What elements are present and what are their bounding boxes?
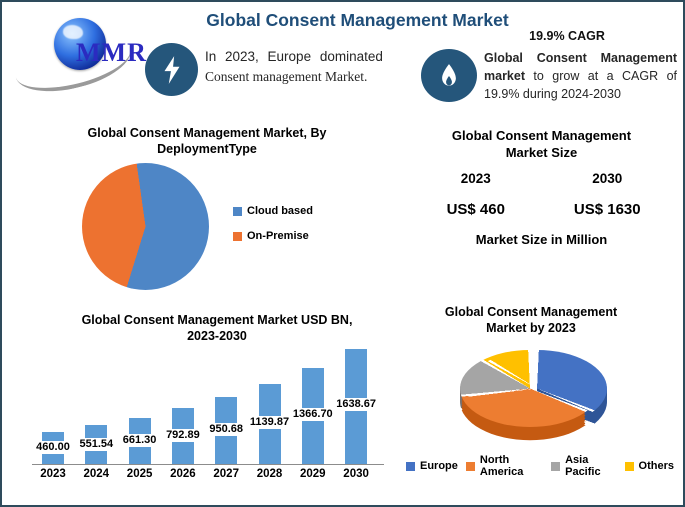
bar-cat: 2027	[213, 468, 239, 480]
legend-label-asia-pacific: Asia Pacific	[565, 454, 601, 478]
legend-swatch-on-premise	[233, 231, 242, 241]
highlight-line1: In 2023, Europe dominated	[205, 49, 383, 64]
region-pie-legend: Europe North America Asia Pacific Others	[406, 454, 674, 478]
cagr-label: 19.9% CAGR	[529, 29, 605, 43]
legend-item-asia-pacific: Asia Pacific	[551, 454, 616, 478]
year-start-label: 2023	[460, 170, 491, 186]
market-size-title-line1: Global Consent Management	[451, 128, 632, 143]
bar-label: 661.30	[121, 433, 158, 447]
bar-cat: 2030	[343, 468, 369, 480]
market-size-title: Global Consent Management Market Size	[410, 128, 673, 162]
market-size-footnote: Market Size in Million	[475, 231, 608, 247]
bar-plot: 460.00 2023 551.54 2024 661.30 2025 792.89 2026…	[32, 344, 384, 480]
bar-cat: 2025	[126, 468, 153, 480]
year-end-label: 2030	[592, 170, 623, 186]
legend-swatch-north-america	[465, 461, 475, 471]
legend-label-others: Others	[638, 460, 674, 472]
value-end: US$ 1630	[573, 200, 641, 218]
flame-icon	[421, 49, 477, 102]
legend-label-on-premise: On-Premise	[247, 230, 309, 242]
legend-item-north-america: North America	[465, 454, 543, 478]
region-pie-title: Global Consent Management Market by 2023	[402, 305, 660, 336]
region-pie-3d	[460, 350, 612, 441]
bar-label: 1366.70	[291, 407, 334, 422]
bar-cat: 2026	[170, 468, 196, 480]
bar-cat: 2029	[300, 468, 326, 480]
legend-label-north-america: North America	[479, 454, 524, 478]
market-size-title-line2: Market Size	[505, 144, 578, 160]
legend-swatch-asia-pacific	[551, 461, 561, 471]
legend-item-cloud-based: Cloud based	[233, 205, 313, 217]
bar-cat: 2024	[83, 468, 110, 480]
highlight-right-rest: to grow at a CAGR of 19.9% during 2024-2…	[484, 69, 677, 102]
bar-chart-title-line2: 2023-2030	[187, 328, 247, 343]
mmr-logo: MMR	[9, 12, 151, 102]
legend-label-europe: Europe	[420, 460, 458, 472]
legend-item-others: Others	[624, 454, 674, 478]
legend-swatch-cloud-based	[233, 206, 242, 216]
region-pie-title-line1: Global Consent Management	[444, 305, 618, 319]
region-pie-title-line2: Market by 2023	[486, 320, 576, 335]
legend-swatch-others	[624, 461, 634, 471]
legend-item-europe: Europe	[406, 454, 458, 478]
deployment-pie-title-line1: Global Consent Management Market, By	[87, 126, 327, 140]
bar-label: 1139.87	[248, 416, 291, 430]
bar-label: 551.54	[78, 437, 115, 451]
highlight-line2: Consent management Market.	[205, 68, 368, 84]
deployment-pie-legend: Cloud based On-Premise	[233, 205, 313, 255]
highlight-text-left: In 2023, Europe dominated Consent manage…	[205, 47, 397, 86]
market-size-panel: Global Consent Management Market Size 20…	[410, 128, 673, 247]
deployment-pie-title: Global Consent Management Market, By Dep…	[27, 126, 387, 157]
lightning-icon	[145, 43, 198, 96]
value-start: US$ 460	[446, 200, 505, 218]
legend-label-cloud-based: Cloud based	[247, 205, 314, 217]
bar-chart-title: Global Consent Management Market USD BN,…	[22, 313, 412, 344]
legend-swatch-europe	[406, 461, 415, 471]
globe-icon	[54, 18, 106, 70]
highlight-right-bold: Global Consent Management market	[484, 51, 677, 84]
bar-label: 792.89	[165, 428, 201, 442]
legend-item-on-premise: On-Premise	[233, 230, 313, 242]
page-title: Global Consent Management Market	[206, 10, 509, 30]
deployment-pie	[82, 163, 209, 290]
p3l	[467, 350, 607, 427]
highlight-text-right: Global Consent Management market to grow…	[484, 49, 677, 103]
bar-cat: 2028	[256, 468, 283, 480]
bar-label: 460.00	[35, 441, 71, 455]
logo-text: MMR	[76, 38, 147, 67]
bar-label: 1638.67	[335, 397, 377, 412]
bar-chart-title-line1: Global Consent Management Market USD BN,	[81, 313, 353, 327]
bar-cat: 2023	[40, 468, 66, 480]
deployment-pie-title-line2: DeploymentType	[157, 141, 257, 156]
bar-label: 950.68	[208, 423, 245, 437]
